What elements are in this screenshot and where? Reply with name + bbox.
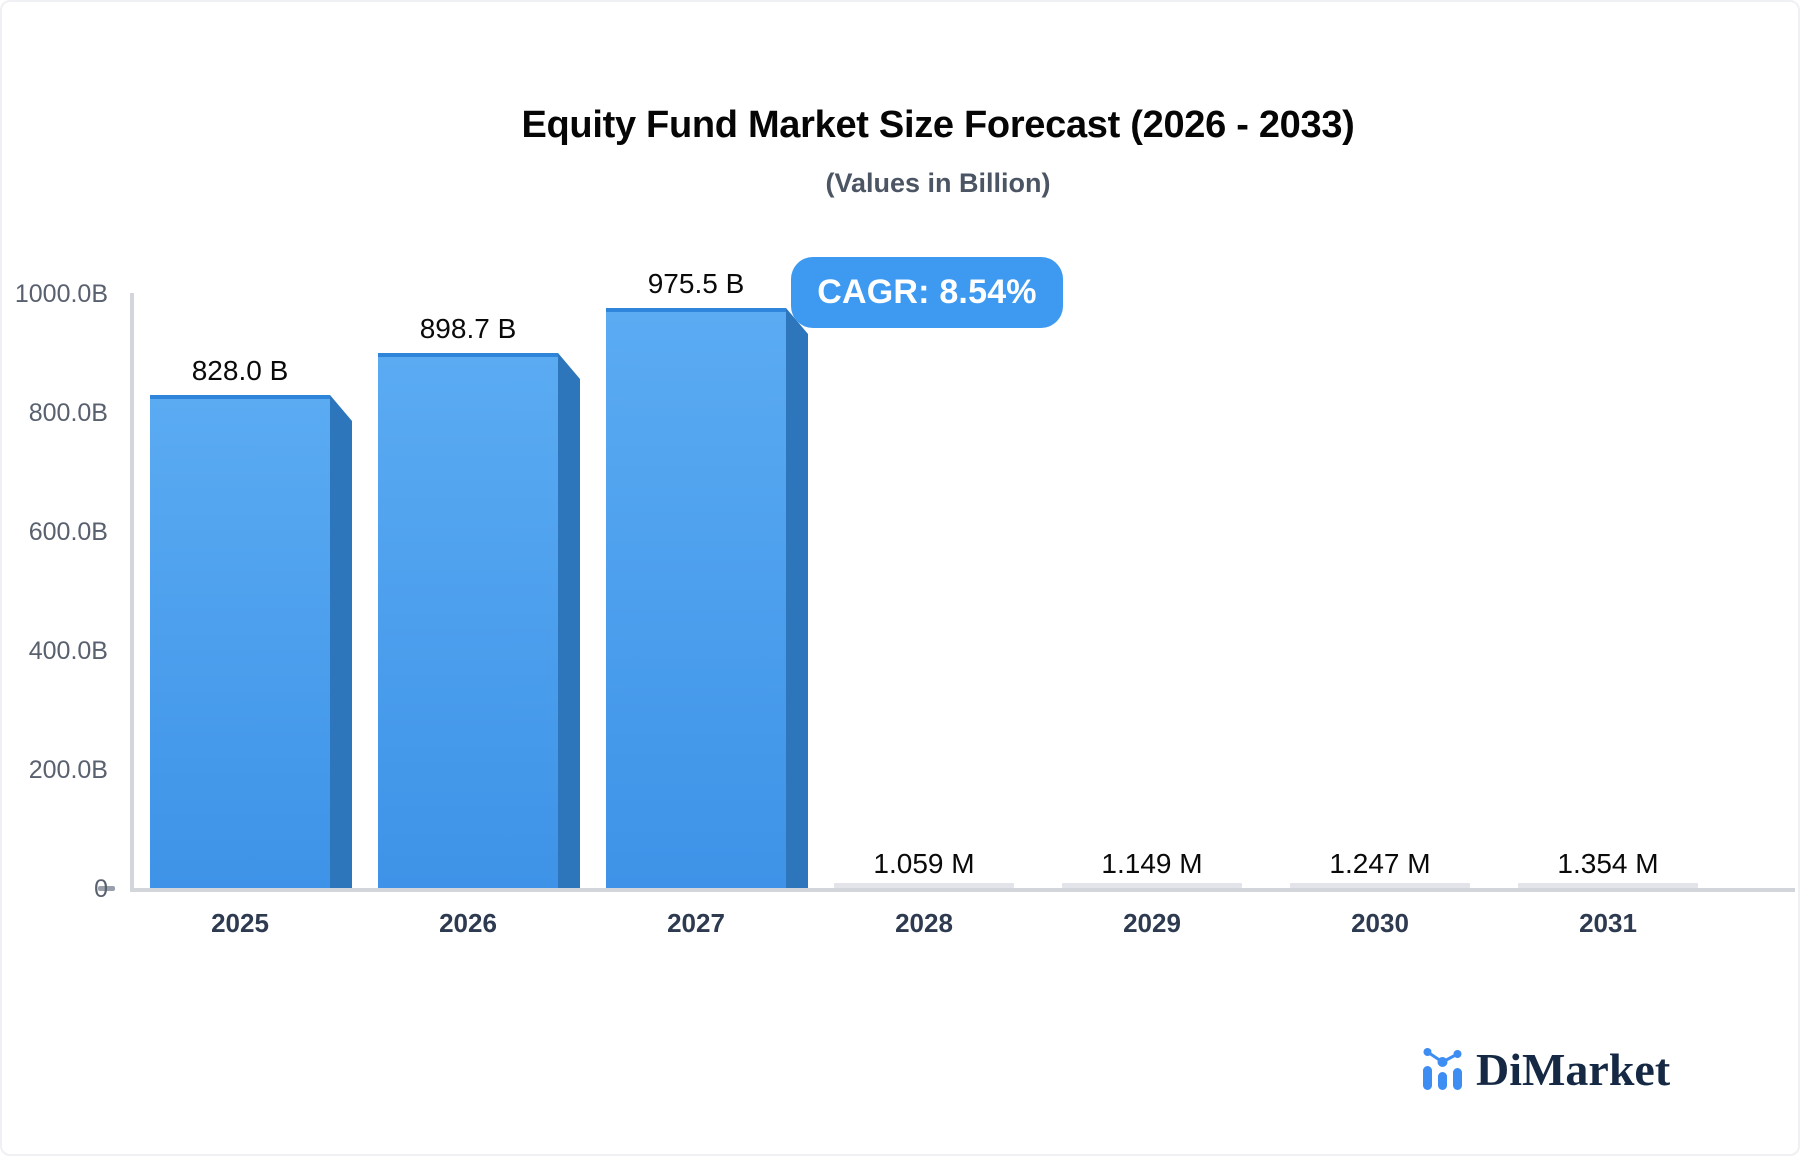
brand-logo-text: DiMarket [1476, 1044, 1671, 1095]
y-tick-label: 200.0B [28, 756, 108, 784]
bar-value-label: 975.5 B [647, 268, 745, 299]
chart-title: Equity Fund Market Size Forecast (2026 -… [521, 104, 1355, 146]
x-axis-label: 2029 [1123, 908, 1181, 938]
bar-2030 [1290, 883, 1470, 888]
bar-2025 [150, 395, 352, 888]
bar-value-label: 1.149 M [1101, 848, 1203, 879]
bar-face [378, 353, 558, 888]
x-axis-label: 2027 [667, 908, 725, 938]
x-axis-label: 2031 [1579, 908, 1637, 938]
x-axis-line [130, 888, 1795, 892]
y-tick-label: 600.0B [28, 518, 108, 546]
bar-value-label: 1.247 M [1329, 848, 1431, 879]
mini-bar-chart-icon [1423, 1048, 1462, 1090]
bar-value-label: 1.059 M [873, 848, 975, 879]
bar-value-label: 828.0 B [191, 355, 289, 386]
bar-value-label: 1.354 M [1557, 848, 1659, 879]
y-tick-label: 800.0B [28, 399, 108, 427]
cagr-badge: CAGR: 8.54% [791, 257, 1063, 328]
bar-2031 [1518, 883, 1698, 888]
y-axis-line [130, 293, 134, 892]
bar-face [150, 395, 330, 888]
x-axis-label: 2025 [211, 908, 269, 938]
chart-subtitle: (Values in Billion) [825, 168, 1051, 198]
y-tick-label: 0 [94, 875, 108, 903]
bar-2028 [834, 883, 1014, 888]
x-axis-label: 2026 [439, 908, 497, 938]
x-axis-label: 2030 [1351, 908, 1409, 938]
zero-tick-mark [98, 886, 115, 891]
bar-side [786, 308, 808, 888]
bar-2027 [606, 308, 808, 888]
bar-value-label: 898.7 B [419, 313, 517, 344]
bar-2026 [378, 353, 580, 888]
bar-face [606, 308, 786, 888]
bar-2029 [1062, 883, 1242, 888]
bar-side [558, 353, 580, 888]
bar-side [330, 395, 352, 888]
y-tick-label: 1000.0B [14, 280, 108, 308]
x-axis-label: 2028 [895, 908, 953, 938]
y-tick-label: 400.0B [28, 637, 108, 665]
